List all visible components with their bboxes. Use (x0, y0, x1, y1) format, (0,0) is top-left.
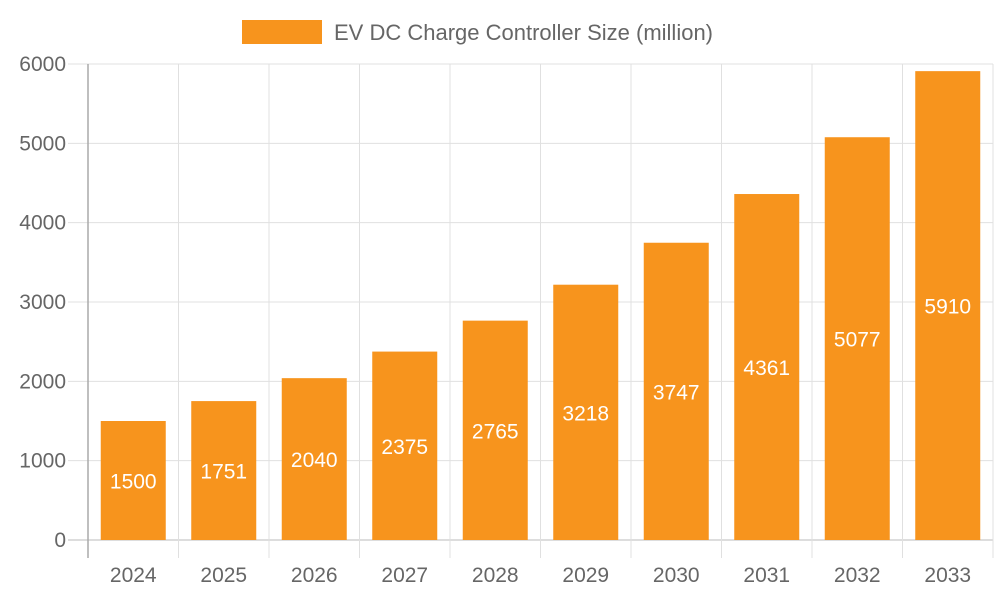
y-tick-label: 0 (54, 529, 66, 552)
data-label: 1751 (200, 461, 247, 484)
x-tick-label: 2033 (924, 564, 971, 587)
bars: 1500 1751 2040 2375 2765 3218 3747 4361 5077 5910 (100, 71, 981, 540)
data-label: 5077 (834, 329, 881, 352)
x-tick-label: 2028 (472, 564, 519, 587)
y-tick-label: 3000 (19, 291, 66, 314)
x-tick-label: 2031 (743, 564, 790, 587)
bar[interactable] (643, 242, 709, 540)
bar[interactable] (372, 351, 438, 540)
bar[interactable] (553, 284, 619, 540)
data-label: 2765 (472, 420, 519, 443)
x-tick-label: 2025 (200, 564, 247, 587)
bar[interactable] (915, 71, 981, 540)
bar[interactable] (281, 378, 347, 540)
x-tick-label: 2032 (834, 564, 881, 587)
data-label: 4361 (743, 357, 790, 380)
data-label: 3218 (562, 402, 609, 425)
y-tick-label: 4000 (19, 212, 66, 235)
y-tick-label: 2000 (19, 370, 66, 393)
grid (68, 63, 994, 558)
bar[interactable] (100, 421, 166, 540)
axes: 0 1000 2000 3000 4000 5000 6000 2024 2025 2026 202… (19, 53, 971, 587)
x-tick-label: 2026 (291, 564, 338, 587)
legend[interactable]: EV DC Charge Controller Size (million) (242, 20, 713, 45)
data-label: 2375 (381, 436, 428, 459)
x-tick-label: 2030 (653, 564, 700, 587)
y-tick-label: 5000 (19, 132, 66, 155)
x-tick-label: 2029 (562, 564, 609, 587)
data-label: 1500 (110, 471, 157, 494)
data-label: 2040 (291, 449, 338, 472)
data-label: 5910 (924, 296, 971, 319)
x-tick-label: 2024 (110, 564, 157, 587)
data-label: 3747 (653, 381, 700, 404)
bar[interactable] (191, 401, 257, 540)
y-tick-label: 1000 (19, 450, 66, 473)
bar[interactable] (824, 137, 890, 540)
bar[interactable] (462, 320, 528, 540)
legend-label: EV DC Charge Controller Size (million) (334, 20, 713, 45)
legend-swatch (242, 20, 322, 44)
bar[interactable] (734, 194, 800, 540)
x-tick-label: 2027 (381, 564, 428, 587)
y-tick-label: 6000 (19, 53, 66, 76)
